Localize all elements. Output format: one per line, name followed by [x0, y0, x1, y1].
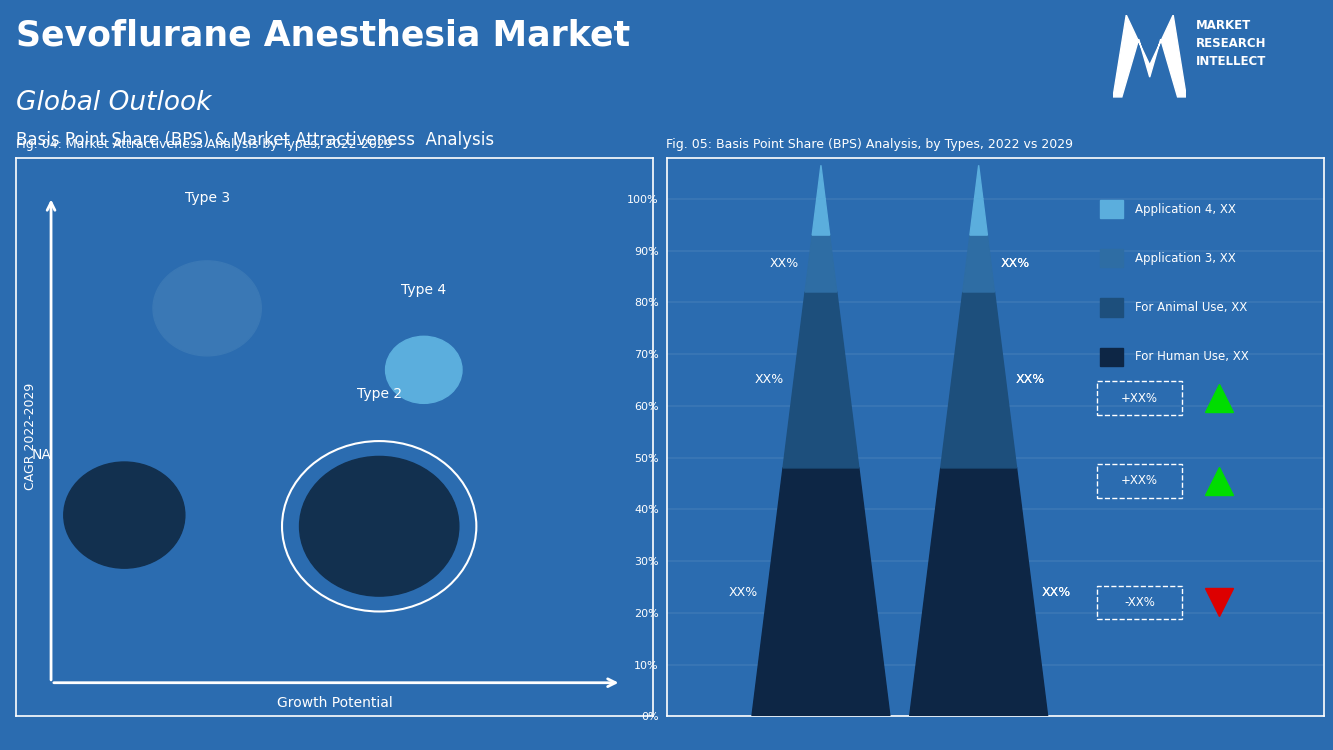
Text: Type 2: Type 2: [357, 386, 401, 400]
Text: For Human Use, XX: For Human Use, XX: [1136, 350, 1249, 363]
Circle shape: [64, 462, 185, 568]
Text: XX%: XX%: [1042, 586, 1072, 598]
Polygon shape: [817, 165, 825, 199]
Text: -XX%: -XX%: [1124, 596, 1156, 609]
Text: Fig. 04: Market Attractiveness Analysis by Types, 2022-2029: Fig. 04: Market Attractiveness Analysis …: [16, 138, 393, 151]
Text: Application 3, XX: Application 3, XX: [1136, 252, 1236, 265]
Text: +XX%: +XX%: [1121, 474, 1158, 488]
Text: CAGR 2022-2029: CAGR 2022-2029: [24, 383, 36, 490]
Polygon shape: [1113, 15, 1186, 97]
Text: Application 4, XX: Application 4, XX: [1136, 202, 1236, 216]
Bar: [1100, 298, 1124, 316]
Bar: [1100, 249, 1124, 268]
Polygon shape: [909, 468, 1048, 716]
Bar: [1100, 200, 1124, 218]
Polygon shape: [974, 165, 982, 199]
Polygon shape: [941, 292, 1017, 468]
Text: XX%: XX%: [754, 374, 784, 386]
Text: MARKET
RESEARCH
INTELLECT: MARKET RESEARCH INTELLECT: [1196, 19, 1266, 68]
Bar: [1100, 348, 1124, 366]
Circle shape: [153, 261, 261, 356]
Text: For Animal Use, XX: For Animal Use, XX: [1136, 301, 1248, 314]
Text: XX%: XX%: [1001, 257, 1030, 270]
Text: Sevoflurane Anesthesia Market: Sevoflurane Anesthesia Market: [16, 19, 631, 53]
Circle shape: [300, 457, 459, 596]
Text: XX%: XX%: [1042, 586, 1072, 598]
Text: XX%: XX%: [1016, 374, 1045, 386]
Text: Global Outlook: Global Outlook: [16, 90, 212, 116]
Polygon shape: [970, 199, 988, 235]
Polygon shape: [805, 235, 837, 292]
Polygon shape: [812, 199, 829, 235]
Text: XX%: XX%: [1016, 374, 1045, 386]
Text: XX%: XX%: [769, 257, 798, 270]
Text: Growth Potential: Growth Potential: [277, 695, 392, 709]
Circle shape: [385, 336, 463, 404]
Text: Type 4: Type 4: [401, 284, 447, 297]
Text: XX%: XX%: [1001, 257, 1030, 270]
Text: NA: NA: [32, 448, 52, 462]
Polygon shape: [962, 235, 994, 292]
Text: Type 3: Type 3: [184, 191, 229, 205]
Text: Basis Point Share (BPS) & Market Attractiveness  Analysis: Basis Point Share (BPS) & Market Attract…: [16, 131, 495, 149]
Text: XX%: XX%: [728, 586, 757, 598]
Text: +XX%: +XX%: [1121, 392, 1158, 404]
Text: Fig. 05: Basis Point Share (BPS) Analysis, by Types, 2022 vs 2029: Fig. 05: Basis Point Share (BPS) Analysi…: [666, 138, 1073, 151]
Polygon shape: [782, 292, 858, 468]
Polygon shape: [752, 468, 890, 716]
